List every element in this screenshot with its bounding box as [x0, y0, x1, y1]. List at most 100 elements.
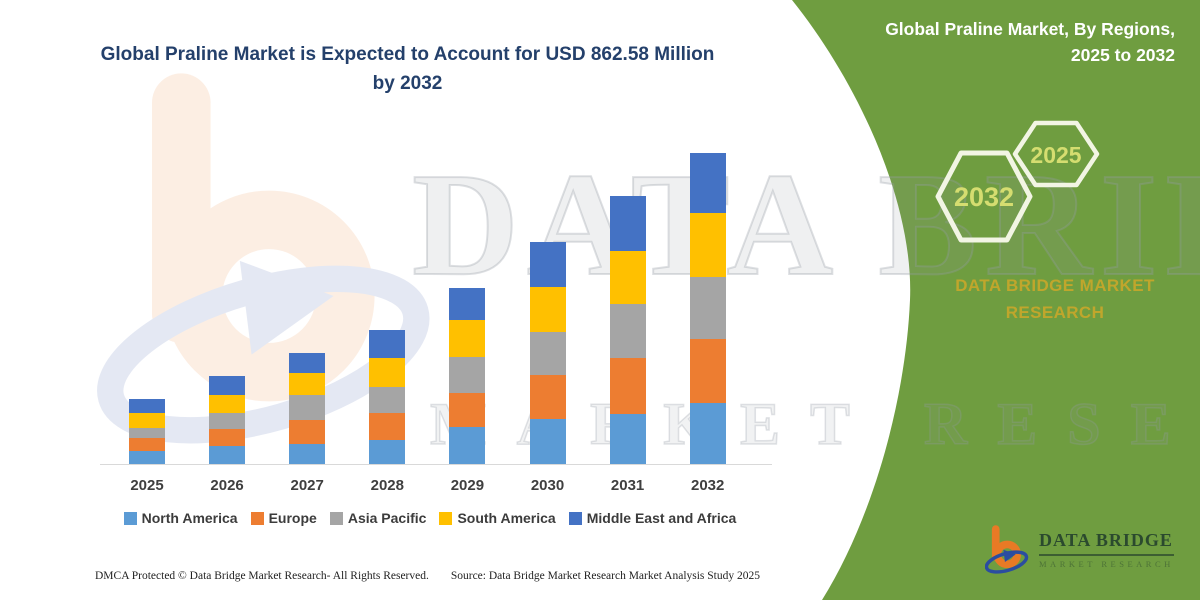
- bar-segment: [129, 428, 165, 439]
- bar-segment: [609, 304, 646, 358]
- bar-segment: [689, 403, 726, 465]
- footer: DMCA Protected © Data Bridge Market Rese…: [95, 570, 760, 582]
- x-axis-label: 2031: [610, 477, 645, 494]
- x-axis-label: 2030: [530, 477, 565, 494]
- logo-bowl: [993, 540, 1022, 569]
- bar-segment: [529, 287, 566, 332]
- brand-subtitle: MARKET RESEARCH: [1039, 553, 1174, 569]
- bar-segment: [289, 420, 326, 444]
- x-axis-label: 2025: [130, 477, 164, 494]
- bar-segment: [129, 413, 165, 429]
- bar-segment: [129, 438, 165, 452]
- panel-caption: DATA BRIDGE MARKET RESEARCH: [955, 276, 1155, 323]
- bar-segment: [449, 288, 486, 321]
- chart-legend: North America Europe Asia Pacific South Ame…: [90, 510, 770, 526]
- bar-segment: [529, 242, 566, 288]
- bar-segment: [369, 440, 406, 465]
- bar-segment: [449, 426, 486, 465]
- legend-item: Middle East and Africa: [568, 510, 737, 526]
- x-axis-label: 2032: [691, 477, 725, 494]
- hexagon-2032-label: 2032: [954, 182, 1014, 212]
- hexagon-2032: [935, 150, 1033, 243]
- bar-2027: [289, 352, 326, 465]
- bar-segment: [689, 339, 726, 404]
- legend-swatch: [439, 511, 453, 525]
- x-axis-label: 2027: [290, 477, 324, 494]
- panel-heading: Global Praline Market, By Regions, 2025 …: [885, 19, 1175, 66]
- bar-segment: [289, 352, 326, 374]
- source-note: Source: Data Bridge Market Research Mark…: [450, 570, 760, 582]
- bar-segment: [129, 398, 165, 414]
- legend-item: North America: [123, 510, 238, 526]
- brand-block: DATA BRIDGE MARKET RESEARCH: [985, 522, 1174, 576]
- bar-2026: [209, 376, 246, 465]
- legend-swatch: [250, 511, 264, 525]
- legend-swatch: [329, 511, 343, 525]
- green-panel: [792, 0, 1200, 600]
- bar-segment: [449, 356, 486, 394]
- bar-segment: [449, 393, 486, 427]
- x-axis-line: [100, 464, 772, 465]
- x-axis-label: 2029: [450, 477, 485, 494]
- data-bridge-logo: [985, 525, 1029, 574]
- bars-layer: [129, 150, 749, 465]
- hexagon-years: 2032 2025: [935, 120, 1100, 243]
- bar-segment: [209, 376, 246, 395]
- logo-swoosh: [97, 265, 430, 444]
- legend-item: Asia Pacific: [329, 510, 427, 526]
- bar-segment: [529, 375, 566, 419]
- bar-segment: [209, 428, 246, 447]
- data-bridge-logo-watermark: [97, 73, 430, 444]
- bar-segment: [529, 418, 566, 465]
- bar-segment: [369, 412, 406, 440]
- legend-swatch: [123, 511, 137, 525]
- bar-2032: [689, 152, 726, 465]
- legend-label: Middle East and Africa: [586, 510, 737, 526]
- bar-2031: [609, 196, 646, 465]
- bar-2025: [129, 398, 165, 465]
- x-axis-labels: 2025 2026 2027 2028 2029 2030 2031 2032: [129, 477, 749, 499]
- bar-2030: [529, 242, 566, 465]
- bar-segment: [689, 277, 726, 340]
- dmca-note: DMCA Protected © Data Bridge Market Rese…: [95, 570, 429, 582]
- bar-segment: [369, 386, 406, 413]
- legend-label: North America: [141, 510, 238, 526]
- legend-label: Europe: [268, 510, 317, 526]
- legend-item: Europe: [250, 510, 317, 526]
- bar-segment: [529, 331, 566, 376]
- bar-segment: [609, 250, 646, 305]
- bar-segment: [369, 330, 406, 359]
- bar-segment: [289, 394, 326, 421]
- legend-swatch: [568, 511, 582, 525]
- logo-stem: [152, 73, 211, 343]
- brand-name: DATA BRIDGE: [1039, 529, 1173, 550]
- bar-segment: [609, 357, 646, 414]
- hexagon-2025-label: 2025: [1030, 142, 1081, 168]
- bar-segment: [369, 358, 406, 387]
- chart-title: Global Praline Market is Expected to Acc…: [100, 44, 715, 95]
- bar-segment: [289, 373, 326, 395]
- bar-2028: [369, 330, 406, 465]
- bar-2029: [449, 288, 486, 465]
- green-panel-shape: [792, 0, 1200, 600]
- logo-flag: [239, 260, 334, 355]
- bar-segment: [689, 213, 726, 278]
- x-axis-label: 2026: [210, 477, 244, 494]
- logo-bowl: [163, 190, 375, 402]
- brand-text: DATA BRIDGE MARKET RESEARCH: [1039, 530, 1174, 569]
- bar-segment: [209, 446, 246, 465]
- bar-segment: [289, 443, 326, 465]
- legend-label: Asia Pacific: [347, 510, 427, 526]
- x-axis-label: 2028: [370, 477, 404, 494]
- bar-segment: [209, 412, 246, 429]
- legend-item: South America: [439, 510, 556, 526]
- bar-segment: [689, 152, 726, 214]
- bar-segment: [449, 320, 486, 357]
- legend-label: South America: [457, 510, 556, 526]
- hexagon-2025: [1012, 120, 1100, 188]
- logo-swoosh: [985, 550, 1029, 574]
- bar-segment: [609, 413, 646, 465]
- bar-segment: [609, 196, 646, 251]
- bar-segment: [209, 394, 246, 413]
